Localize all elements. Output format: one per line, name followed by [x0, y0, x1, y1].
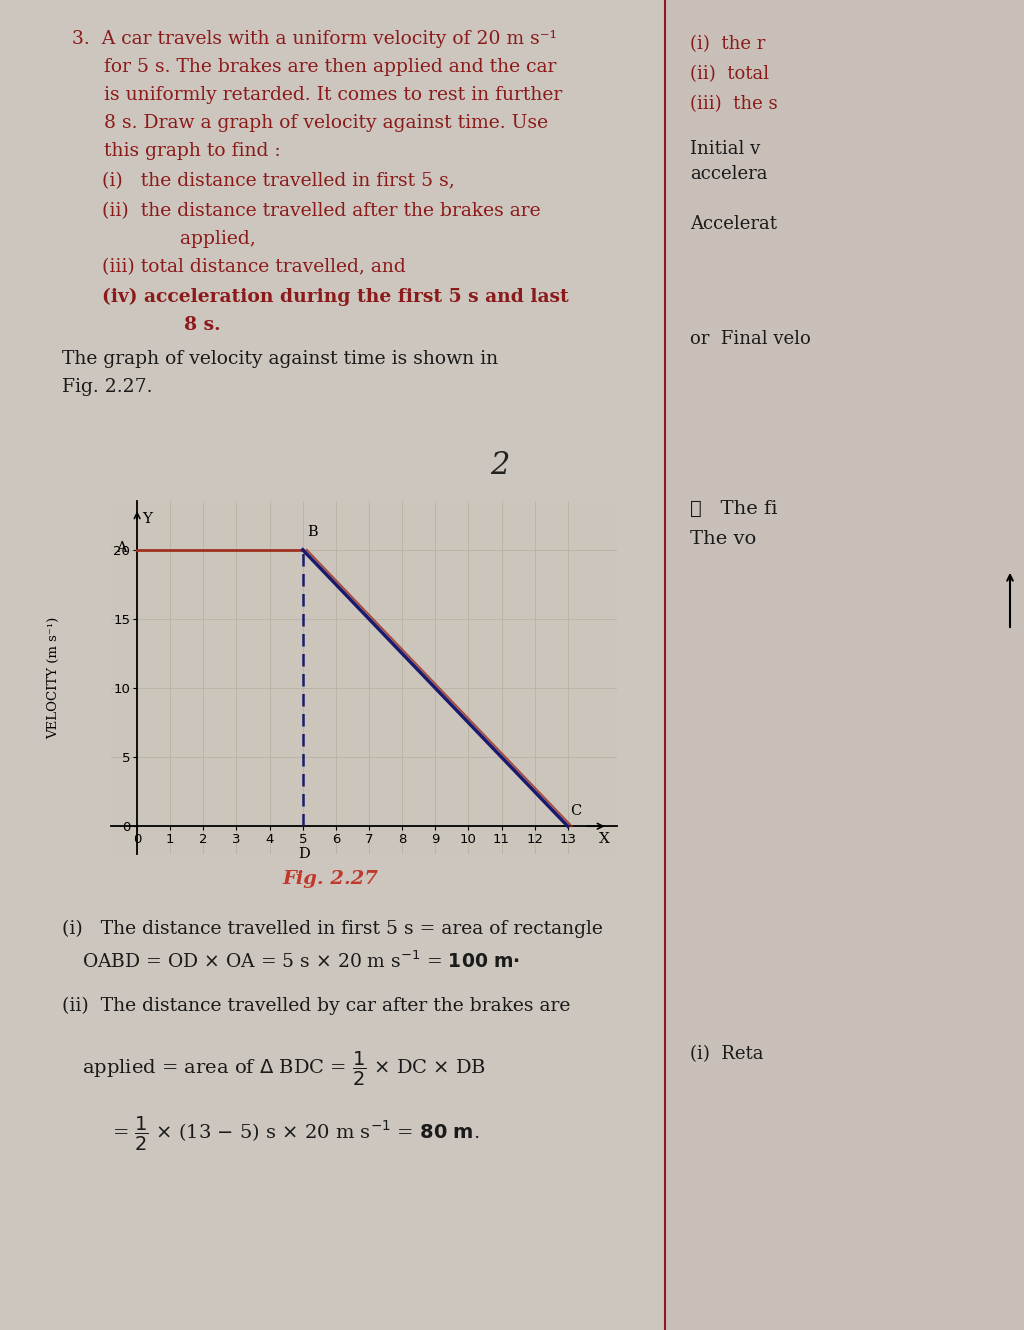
Text: applied = area of $\Delta$ BDC = $\dfrac{1}{2}$ $\times$ DC $\times$ DB: applied = area of $\Delta$ BDC = $\dfrac…: [82, 1049, 486, 1088]
Text: is uniformly retarded. It comes to rest in further: is uniformly retarded. It comes to rest …: [80, 86, 562, 104]
Text: (i)   the distance travelled in first 5 s,: (i) the distance travelled in first 5 s,: [102, 172, 455, 190]
Text: TIME (s) ⟶: TIME (s) ⟶: [274, 835, 385, 853]
Text: (i)  Reta: (i) Reta: [690, 1045, 764, 1063]
Text: 8 s.: 8 s.: [132, 317, 220, 334]
Text: accelera: accelera: [690, 165, 768, 184]
Text: (ii)  total: (ii) total: [690, 65, 769, 82]
Text: X: X: [599, 831, 609, 846]
Y-axis label: VELOCITY (m s⁻¹): VELOCITY (m s⁻¹): [47, 617, 60, 738]
Text: applied,: applied,: [132, 230, 256, 247]
Text: or  Final velo: or Final velo: [690, 330, 811, 348]
Text: (i)   The distance travelled in first 5 s = area of rectangle: (i) The distance travelled in first 5 s …: [62, 920, 603, 938]
Text: Initial v: Initial v: [690, 140, 760, 158]
Text: Fig. 2.27: Fig. 2.27: [282, 870, 378, 888]
Text: (ii)  The distance travelled by car after the brakes are: (ii) The distance travelled by car after…: [62, 998, 570, 1015]
Text: (iii)  the s: (iii) the s: [690, 94, 777, 113]
Text: Accelerat: Accelerat: [690, 215, 777, 233]
Bar: [665, 0, 1024, 1330]
Text: (ii)  the distance travelled after the brakes are: (ii) the distance travelled after the br…: [102, 202, 541, 219]
Text: (iii) total distance travelled, and: (iii) total distance travelled, and: [102, 258, 406, 277]
Text: The vo: The vo: [690, 529, 757, 548]
Text: = $\dfrac{1}{2}$ $\times$ (13 $-$ 5) s $\times$ 20 m s$^{-1}$ = $\mathbf{80\ m}$: = $\dfrac{1}{2}$ $\times$ (13 $-$ 5) s $…: [112, 1115, 479, 1153]
Text: for 5 s. The brakes are then applied and the car: for 5 s. The brakes are then applied and…: [80, 59, 556, 76]
Text: D: D: [299, 847, 310, 861]
Text: Y: Y: [142, 512, 152, 527]
Text: 8 s. Draw a graph of velocity against time. Use: 8 s. Draw a graph of velocity against ti…: [80, 114, 548, 132]
Text: A: A: [117, 541, 127, 556]
Text: (i)  the r: (i) the r: [690, 35, 765, 53]
Bar: [0, 0, 665, 1330]
Text: C: C: [570, 803, 582, 818]
Text: Fig. 2.27.: Fig. 2.27.: [62, 378, 153, 396]
Text: ∴   The fi: ∴ The fi: [690, 500, 777, 517]
Text: this graph to find :: this graph to find :: [80, 142, 281, 160]
Text: 3.  A car travels with a uniform velocity of 20 m s⁻¹: 3. A car travels with a uniform velocity…: [72, 31, 557, 48]
Text: B: B: [308, 525, 318, 539]
Text: The graph of velocity against time is shown in: The graph of velocity against time is sh…: [62, 350, 498, 368]
Text: OABD = OD $\times$ OA = 5 s $\times$ 20 m s$^{-1}$ = $\mathbf{100\ m{\cdot}}$: OABD = OD $\times$ OA = 5 s $\times$ 20 …: [82, 950, 520, 971]
Text: (iv) acceleration during the first 5 s and last: (iv) acceleration during the first 5 s a…: [102, 289, 568, 306]
Text: 2: 2: [490, 450, 509, 481]
